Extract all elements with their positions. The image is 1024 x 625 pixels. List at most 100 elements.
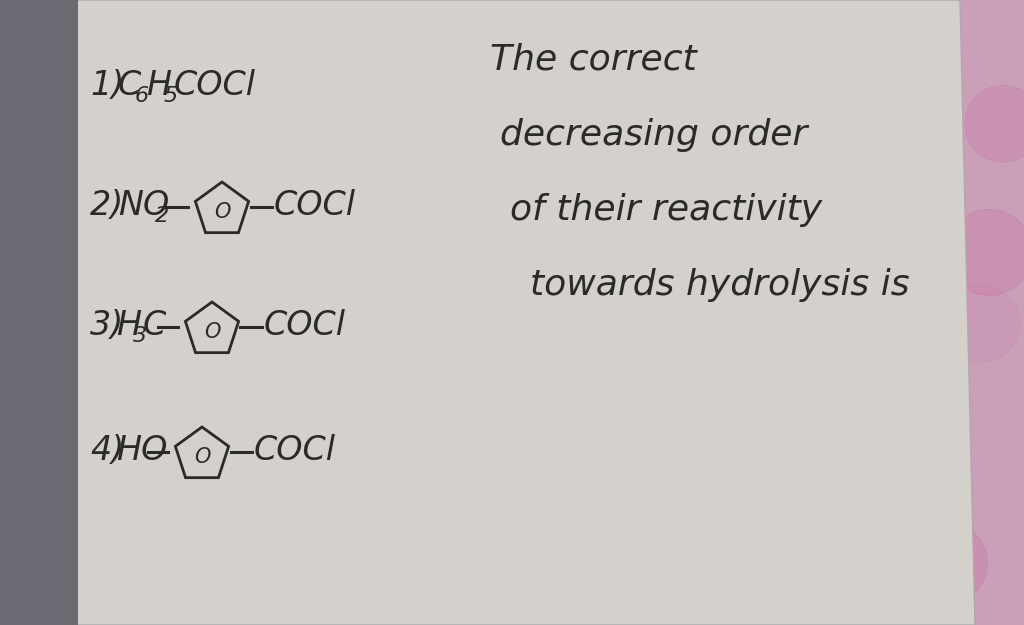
Text: 6: 6 [135,86,150,106]
Circle shape [920,498,967,545]
Circle shape [105,318,158,369]
Circle shape [593,58,635,99]
Circle shape [121,161,196,236]
Circle shape [301,6,348,53]
Circle shape [857,462,891,496]
Circle shape [0,532,60,606]
Circle shape [618,248,682,311]
Circle shape [145,292,184,331]
Circle shape [630,539,669,578]
Text: NO: NO [118,189,169,222]
Circle shape [752,310,834,391]
Text: 3: 3 [133,326,147,346]
Circle shape [304,364,362,423]
Circle shape [352,552,389,589]
Text: H: H [146,69,171,102]
Circle shape [463,119,495,150]
Circle shape [722,418,808,504]
Circle shape [588,49,653,116]
Circle shape [631,82,688,139]
Circle shape [852,309,905,362]
Circle shape [581,201,615,236]
Text: towards hydrolysis is: towards hydrolysis is [530,268,909,302]
Text: decreasing order: decreasing order [500,118,807,152]
Circle shape [460,433,510,483]
Text: O: O [194,447,210,467]
Circle shape [433,363,481,411]
Circle shape [125,261,162,297]
Text: H: H [116,309,141,342]
Circle shape [112,306,155,349]
Circle shape [251,176,325,249]
Text: The correct: The correct [490,43,696,77]
Circle shape [285,268,367,351]
Polygon shape [60,0,975,625]
Circle shape [442,448,486,493]
Circle shape [946,209,1024,296]
Circle shape [348,324,418,393]
Circle shape [89,272,161,344]
Text: C: C [118,69,141,102]
Circle shape [106,86,145,125]
Circle shape [273,285,343,354]
Circle shape [768,474,826,532]
Circle shape [456,275,542,361]
Text: COCl: COCl [254,434,336,467]
Circle shape [101,595,135,625]
Circle shape [568,348,601,381]
Circle shape [242,20,282,60]
Text: 2): 2) [90,189,124,222]
Text: O: O [204,322,220,342]
Circle shape [819,542,853,576]
Circle shape [23,489,67,534]
Circle shape [907,165,953,211]
Circle shape [91,505,177,591]
Text: O: O [214,202,230,222]
Circle shape [827,105,871,149]
Circle shape [764,185,817,238]
Circle shape [943,285,1020,362]
Circle shape [749,148,805,203]
Circle shape [70,32,127,89]
Circle shape [168,86,241,159]
Bar [0,0,78,625]
Circle shape [58,0,134,53]
Circle shape [882,36,943,97]
Circle shape [10,331,53,374]
Circle shape [403,0,487,46]
Circle shape [769,149,826,206]
Circle shape [641,332,720,411]
Circle shape [0,462,33,501]
Circle shape [906,522,987,603]
Circle shape [528,545,607,625]
Circle shape [766,0,826,48]
Circle shape [365,173,413,221]
Circle shape [732,359,820,448]
Circle shape [269,179,333,243]
Circle shape [86,238,126,278]
Circle shape [770,173,842,246]
Circle shape [17,291,68,341]
Circle shape [293,242,334,283]
Text: 4): 4) [90,434,124,467]
Text: 1): 1) [90,69,124,102]
Circle shape [678,517,720,559]
Circle shape [412,69,483,141]
Circle shape [125,85,174,134]
Circle shape [451,251,489,289]
Text: 3): 3) [90,309,124,342]
Circle shape [767,510,828,572]
Circle shape [212,369,264,421]
Text: COCl: COCl [274,189,356,222]
Circle shape [652,299,717,362]
Circle shape [19,220,90,291]
Text: of their reactivity: of their reactivity [510,193,822,227]
Text: 5: 5 [164,86,178,106]
Circle shape [497,521,577,601]
Text: COCl: COCl [264,309,346,342]
Text: COCl: COCl [174,69,256,102]
Circle shape [410,572,489,625]
Circle shape [244,508,302,567]
Circle shape [965,86,1024,162]
Text: 2: 2 [155,206,169,226]
